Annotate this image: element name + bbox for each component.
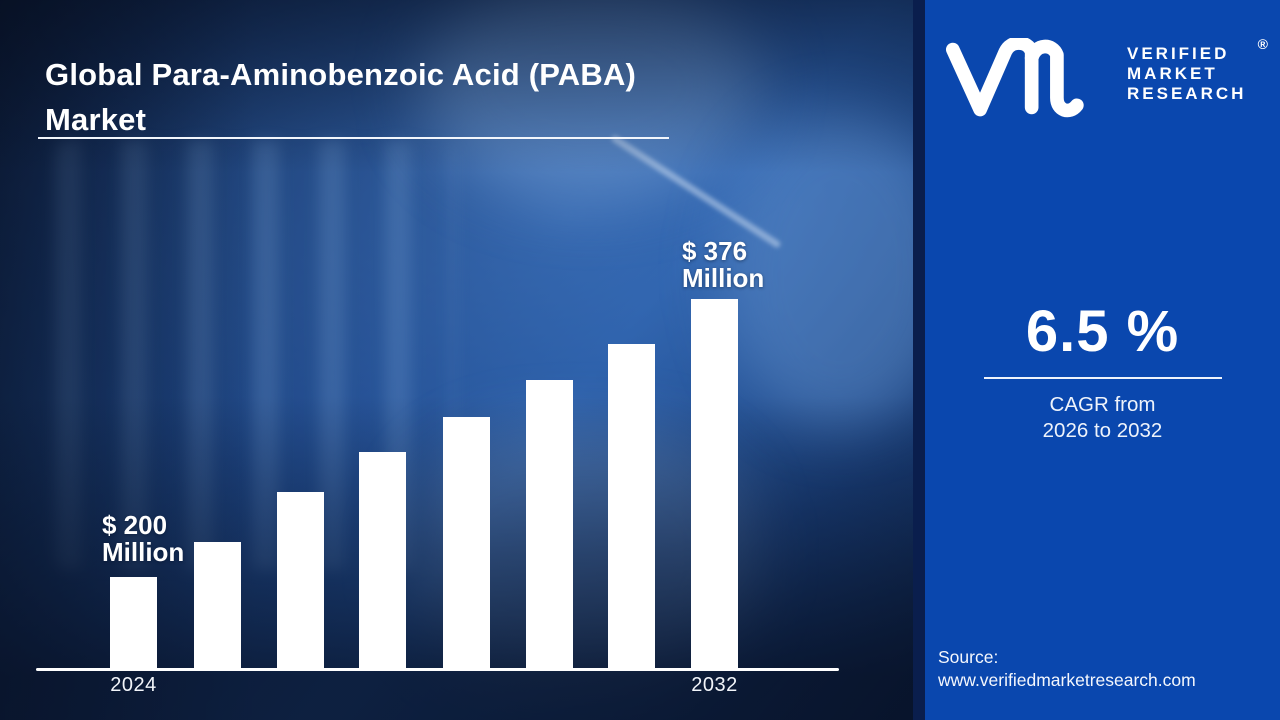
bar-year-7 [608, 344, 655, 668]
cagr-underline [983, 377, 1222, 379]
cagr-value: 6.5 % [1025, 299, 1180, 364]
bar-2032 [691, 299, 738, 668]
source-url: www.verifiedmarketresearch.com [938, 670, 1196, 690]
source-block: Source: www.verifiedmarketresearch.com [938, 646, 1196, 692]
first-bar-value-label: $ 200 Million [102, 510, 185, 567]
title-underline [38, 137, 669, 139]
bar-year-3 [277, 492, 324, 668]
source-label: Source: [938, 647, 999, 667]
bar-year-6 [526, 380, 573, 668]
sidebar: VERIFIED MARKET RESEARCH ® 6.5 % CAGR fr… [925, 0, 1280, 720]
panel-divider [913, 0, 925, 720]
chart-panel: Global Para-Aminobenzoic Acid (PABA) Mar… [0, 0, 913, 720]
cagr-caption-line2: 2026 to 2032 [1042, 419, 1163, 442]
bar-year-4 [359, 452, 406, 668]
page-title: Global Para-Aminobenzoic Acid (PABA) Mar… [45, 57, 637, 137]
bar-chart: $ 200 Million $ 376 Million 2024 2032 [36, 236, 839, 696]
bar-2024 [110, 577, 157, 668]
last-bar-value-label: $ 376 Million [682, 236, 765, 293]
cagr-caption-line1: CAGR from [1049, 393, 1156, 416]
vmr-monogram-icon [945, 38, 1084, 118]
brand-name-line1: VERIFIED [1127, 44, 1230, 63]
x-axis-line [36, 668, 839, 671]
cagr-block: 6.5 % CAGR from 2026 to 2032 [925, 298, 1280, 444]
cagr-caption: CAGR from 2026 to 2032 [925, 392, 1280, 444]
x-tick-2032: 2032 [691, 674, 738, 696]
brand-name-line2: MARKET [1127, 64, 1218, 83]
bar-year-5 [443, 417, 490, 668]
brand-name-line3: RESEARCH [1127, 84, 1247, 103]
registered-trademark: ® [1257, 36, 1268, 52]
x-tick-2024: 2024 [110, 674, 157, 696]
brand-name: VERIFIED MARKET RESEARCH [1127, 44, 1246, 104]
brand-logo: VERIFIED MARKET RESEARCH ® [941, 36, 1268, 122]
bar-year-2 [194, 542, 241, 668]
